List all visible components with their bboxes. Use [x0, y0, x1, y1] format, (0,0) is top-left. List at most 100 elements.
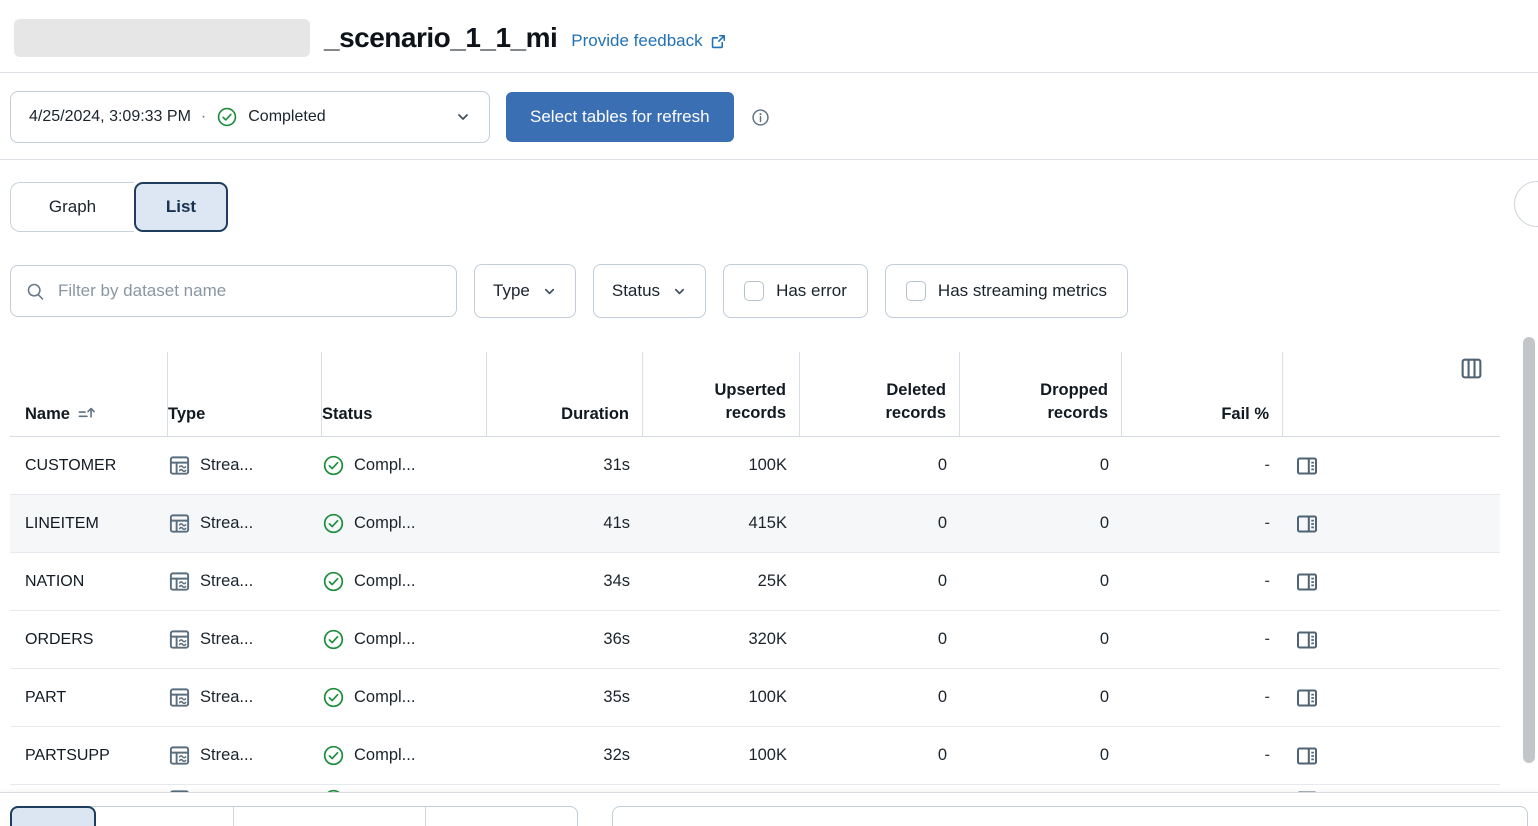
- bottom-panel: [0, 792, 1538, 826]
- has-error-filter[interactable]: Has error: [723, 264, 868, 318]
- dropped-value: 0: [1099, 746, 1109, 764]
- page-header: _scenario_1_1_mi Provide feedback: [0, 0, 1538, 64]
- check-circle-icon: [322, 454, 345, 477]
- table-row[interactable]: PARTSUPP Strea... Compl... 32s 100K 0 0 …: [10, 727, 1500, 785]
- deleted-value: 0: [937, 572, 947, 590]
- redacted-title-prefix: [14, 19, 310, 57]
- table-row[interactable]: ORDERS Strea... Compl... 36s 320K 0 0 -: [10, 611, 1500, 669]
- column-header-upserted[interactable]: Upserted records: [643, 352, 800, 436]
- table-row[interactable]: NATION Strea... Compl... 34s 25K 0 0 -: [10, 553, 1500, 611]
- check-circle-icon: [322, 744, 345, 767]
- dataset-status: Compl...: [354, 630, 416, 648]
- fail-percent-value: -: [1264, 630, 1271, 648]
- upserted-value: 320K: [748, 630, 787, 648]
- column-header-dropped[interactable]: Dropped records: [960, 352, 1122, 436]
- update-timestamp: 4/25/2024, 3:09:33 PM: [29, 108, 191, 125]
- upserted-value: 100K: [748, 456, 787, 474]
- column-header-fail[interactable]: Fail %: [1122, 352, 1283, 436]
- dataset-type: Strea...: [200, 572, 254, 590]
- search-icon: [25, 281, 46, 302]
- tab-graph[interactable]: Graph: [10, 182, 134, 232]
- upserted-value: 25K: [757, 572, 787, 590]
- bottom-content-panel: [612, 806, 1528, 826]
- duration-value: 41s: [603, 514, 630, 532]
- select-tables-for-refresh-button[interactable]: Select tables for refresh: [506, 92, 734, 142]
- deleted-value: 0: [937, 514, 947, 532]
- vertical-scrollbar[interactable]: [1523, 337, 1535, 763]
- dataset-search[interactable]: [10, 265, 457, 317]
- dataset-name: PART: [25, 688, 67, 706]
- dataset-status: Compl...: [354, 688, 416, 706]
- open-details-panel-icon[interactable]: [1295, 512, 1319, 536]
- streaming-table-icon: [168, 570, 191, 593]
- update-bar: 4/25/2024, 3:09:33 PM · Completed Select…: [10, 91, 1538, 143]
- table-header-row: Name Type Status Duration Upserted record…: [10, 352, 1500, 437]
- update-selector-dropdown[interactable]: 4/25/2024, 3:09:33 PM · Completed: [10, 91, 490, 143]
- column-header-duration[interactable]: Duration: [487, 352, 643, 436]
- column-picker-icon[interactable]: [1459, 356, 1484, 381]
- open-details-panel-icon[interactable]: [1295, 744, 1319, 768]
- deleted-value: 0: [937, 630, 947, 648]
- fail-percent-value: -: [1264, 514, 1271, 532]
- table-row[interactable]: PART Strea... Compl... 35s 100K 0 0 -: [10, 669, 1500, 727]
- duration-value: 32s: [603, 746, 630, 764]
- column-header-actions: [1283, 352, 1500, 436]
- dropped-value: 0: [1099, 572, 1109, 590]
- tab-list[interactable]: List: [134, 182, 228, 232]
- dropped-value: 0: [1099, 688, 1109, 706]
- type-filter-dropdown[interactable]: Type: [474, 264, 576, 318]
- streaming-table-icon: [168, 454, 191, 477]
- edge-button-partial[interactable]: [1514, 181, 1538, 227]
- filter-bar: Type Status Has error Has streaming metr…: [10, 264, 1538, 318]
- table-row[interactable]: LINEITEM Strea... Compl... 41s 415K 0 0 …: [10, 495, 1500, 553]
- open-details-panel-icon[interactable]: [1295, 686, 1319, 710]
- dot-separator: ·: [200, 108, 207, 125]
- has-error-checkbox[interactable]: [744, 281, 765, 301]
- provide-feedback-link[interactable]: Provide feedback: [571, 31, 726, 51]
- check-circle-icon: [322, 628, 345, 651]
- duration-value: 35s: [603, 688, 630, 706]
- dataset-type: Strea...: [200, 688, 254, 706]
- info-icon[interactable]: [750, 107, 771, 128]
- deleted-value: 0: [937, 746, 947, 764]
- streaming-table-icon: [168, 744, 191, 767]
- open-details-panel-icon[interactable]: [1295, 628, 1319, 652]
- column-header-name[interactable]: Name: [10, 352, 168, 436]
- dataset-type: Strea...: [200, 456, 254, 474]
- dataset-name: ORDERS: [25, 630, 94, 648]
- has-streaming-metrics-checkbox[interactable]: [905, 281, 926, 301]
- dataset-status: Compl...: [354, 514, 416, 532]
- type-filter-label: Type: [493, 281, 530, 300]
- update-status-label: Completed: [248, 108, 326, 125]
- has-streaming-metrics-filter[interactable]: Has streaming metrics: [884, 264, 1129, 318]
- duration-value: 34s: [603, 572, 630, 590]
- open-details-panel-icon[interactable]: [1295, 570, 1319, 594]
- chevron-down-icon: [542, 284, 557, 299]
- streaming-table-icon: [168, 628, 191, 651]
- fail-percent-value: -: [1264, 572, 1271, 590]
- status-filter-dropdown[interactable]: Status: [592, 264, 707, 318]
- deleted-value: 0: [937, 456, 947, 474]
- external-link-icon: [710, 33, 727, 50]
- streaming-table-icon: [168, 686, 191, 709]
- deleted-value: 0: [937, 688, 947, 706]
- dataset-status: Compl...: [354, 746, 416, 764]
- column-header-status[interactable]: Status: [322, 352, 487, 436]
- bottom-tab-selected[interactable]: [10, 806, 96, 826]
- dataset-status: Compl...: [354, 572, 416, 590]
- chevron-down-icon: [672, 284, 687, 299]
- dataset-type: Strea...: [200, 514, 254, 532]
- provide-feedback-label: Provide feedback: [571, 31, 703, 50]
- page-title: _scenario_1_1_mi: [324, 22, 558, 53]
- check-circle-icon: [322, 570, 345, 593]
- open-details-panel-icon[interactable]: [1295, 454, 1319, 478]
- dataset-status: Compl...: [354, 456, 416, 474]
- fail-percent-value: -: [1264, 688, 1271, 706]
- fail-percent-value: -: [1264, 456, 1271, 474]
- dropped-value: 0: [1099, 456, 1109, 474]
- duration-value: 31s: [603, 456, 630, 474]
- column-header-type[interactable]: Type: [168, 352, 322, 436]
- column-header-deleted[interactable]: Deleted records: [800, 352, 960, 436]
- table-row[interactable]: CUSTOMER Strea... Compl... 31s 100K 0 0 …: [10, 437, 1500, 495]
- search-input[interactable]: [56, 280, 442, 302]
